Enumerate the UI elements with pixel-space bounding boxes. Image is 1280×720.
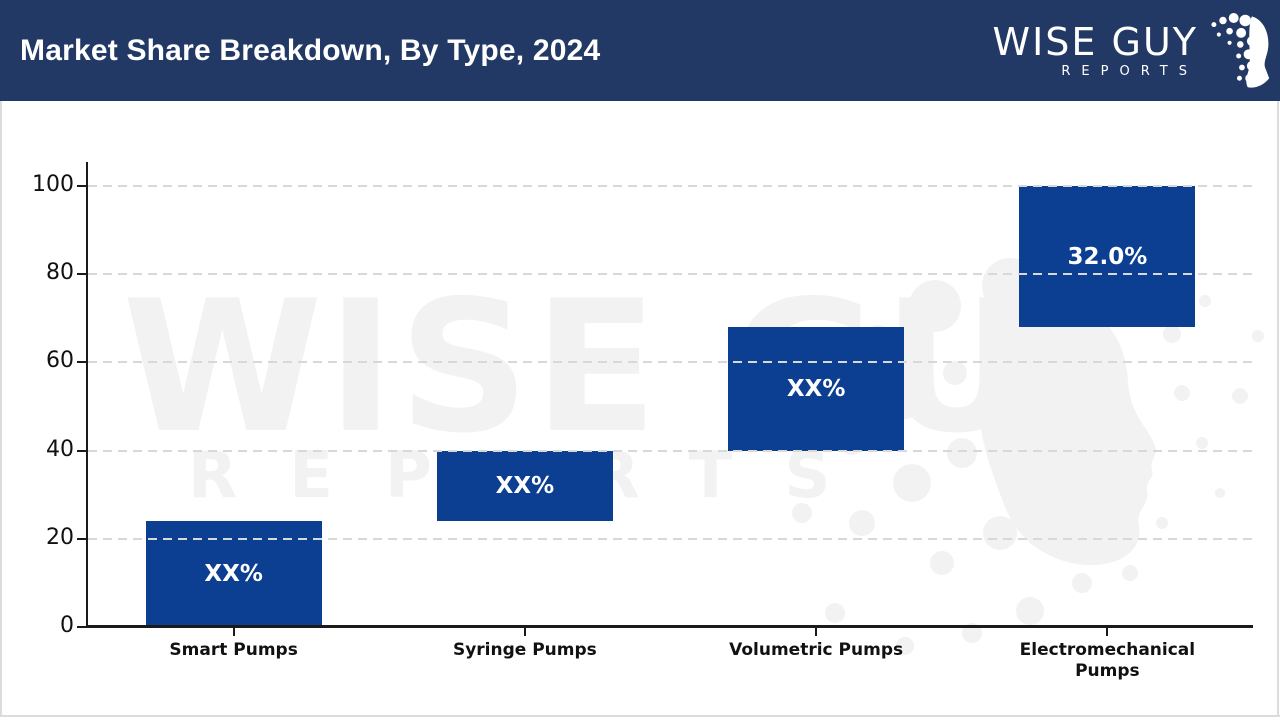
y-axis-tick-label: 40 — [46, 436, 74, 462]
frame-border-left — [0, 101, 2, 717]
x-axis-label-electromechanical-pumps: Electromechanical Pumps — [1019, 640, 1196, 681]
x-axis-label-volumetric-pumps: Volumetric Pumps — [729, 640, 904, 660]
x-axis-tick — [815, 627, 818, 636]
x-axis-label-syringe-pumps: Syringe Pumps — [452, 640, 597, 660]
header-band: Market Share Breakdown, By Type, 2024 WI… — [0, 0, 1280, 101]
y-axis-tick-label: 0 — [60, 613, 74, 638]
gridline-y-20 — [88, 537, 1253, 540]
y-axis-tick — [77, 273, 86, 276]
logo-subtext: REPORTS — [1061, 63, 1198, 79]
x-axis-tick — [523, 627, 526, 636]
bar-syringe-pumps: XX% — [436, 450, 613, 522]
bar-value-label: 32.0% — [1067, 243, 1148, 270]
bar-electromechanical-pumps: 32.0% — [1019, 186, 1196, 328]
y-axis-tick — [77, 626, 86, 628]
page-title: Market Share Breakdown, By Type, 2024 — [20, 33, 601, 67]
bar-value-label: XX% — [204, 561, 263, 588]
x-axis-label-smart-pumps: Smart Pumps — [169, 640, 298, 660]
y-axis-spine — [86, 162, 88, 627]
logo-wordmark-block: WISE GUY REPORTS — [992, 20, 1198, 79]
gridline-y-60 — [88, 361, 1253, 364]
gridline-y-100 — [88, 185, 1253, 187]
gridline-y-40 — [88, 449, 1253, 452]
y-axis-tick — [77, 537, 86, 540]
gridline-y-80 — [88, 273, 1253, 276]
bar-value-label: XX% — [786, 375, 846, 402]
logo-wordmark: WISE GUY — [992, 20, 1198, 65]
frame-border-bottom — [0, 715, 1280, 717]
x-axis-line — [86, 625, 1253, 628]
y-axis-tick — [77, 361, 86, 364]
bar-volumetric-pumps: XX% — [728, 327, 905, 451]
frame-border-right — [1277, 101, 1279, 717]
y-axis-tick-label: 60 — [46, 348, 74, 374]
y-axis-tick-label: 20 — [46, 524, 74, 550]
y-axis-tick — [77, 185, 86, 187]
bar-value-label: XX% — [495, 472, 555, 499]
logo-face-icon — [1211, 13, 1270, 88]
y-axis-tick — [77, 449, 86, 452]
x-axis-tick — [232, 627, 235, 636]
y-axis-tick-label: 80 — [46, 260, 74, 286]
x-axis-tick — [1106, 627, 1109, 636]
y-axis-tick-label: 100 — [32, 172, 74, 197]
brand-logo: WISE GUY REPORTS — [993, 6, 1270, 96]
